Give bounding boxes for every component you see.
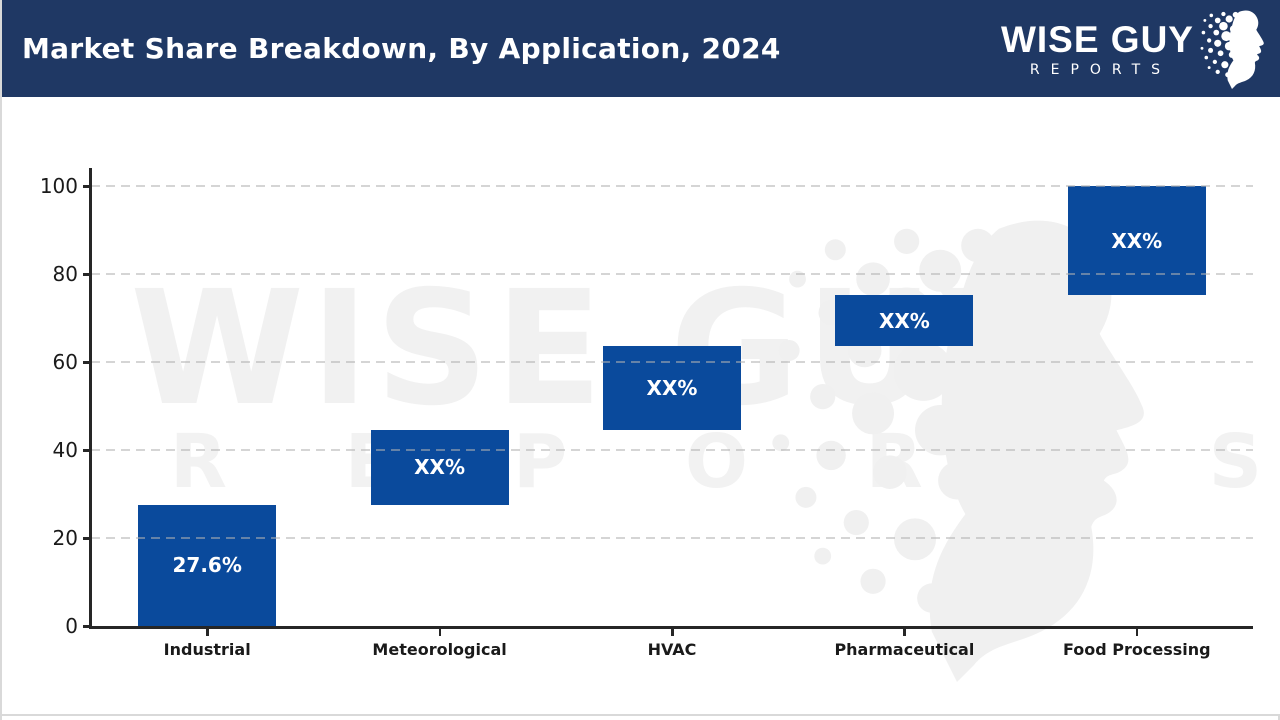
gridline-40 <box>91 449 1253 451</box>
x-category-label: Pharmaceutical <box>834 640 975 659</box>
x-tick-mark <box>1135 628 1139 636</box>
x-tick-mark <box>671 628 674 636</box>
x-category-label: Industrial <box>163 640 251 659</box>
watermark-text: WISE GUY <box>130 257 1061 441</box>
y-tick-label: 40 <box>52 438 78 462</box>
x-category-label: Meteorological <box>372 640 507 659</box>
y-tick-mark <box>83 449 91 452</box>
waterfall-chart: WISE GUY R E P O R T S 0 20 40 60 80 100 27.6%… <box>2 97 1280 716</box>
y-tick-label: 60 <box>52 350 78 374</box>
bar-value-label: XX% <box>414 455 466 480</box>
x-category-label: HVAC <box>647 640 697 659</box>
gridline-100 <box>91 185 1253 187</box>
bar-value-label: 27.6% <box>172 553 242 578</box>
bar-food-processing: XX% <box>1067 186 1206 296</box>
bar-hvac: XX% <box>603 346 741 430</box>
x-tick-mark <box>903 628 906 636</box>
logo-subtitle: REPORTS <box>1029 61 1172 78</box>
gridline-60 <box>91 361 1253 363</box>
x-tick-mark <box>206 628 209 636</box>
logo-wordmark: WISE GUY <box>1000 18 1194 60</box>
header-bar: Market Share Breakdown, By Application, … <box>2 0 1280 97</box>
y-tick-label: 20 <box>52 526 78 550</box>
bar-meteorological: XX% <box>370 429 509 505</box>
x-tick-mark <box>438 628 442 636</box>
head-dots-icon <box>1196 9 1268 89</box>
bar-value-label: XX% <box>878 308 930 333</box>
y-tick-mark <box>83 537 91 540</box>
bar-pharmaceutical: XX% <box>835 295 974 347</box>
gridline-80 <box>91 273 1253 275</box>
page-title: Market Share Breakdown, By Application, … <box>22 32 781 65</box>
x-axis-line <box>89 626 1253 629</box>
y-tick-mark <box>83 273 91 276</box>
bar-value-label: XX% <box>1111 228 1163 253</box>
x-category-label: Food Processing <box>1062 640 1211 659</box>
bar-industrial: 27.6% <box>138 504 277 626</box>
y-tick-mark <box>83 361 91 364</box>
y-axis-line <box>89 168 92 628</box>
bar-value-label: XX% <box>646 375 698 400</box>
y-tick-label: 0 <box>65 614 78 638</box>
y-tick-label: 100 <box>39 174 78 198</box>
gridline-20 <box>91 537 1253 539</box>
y-tick-mark <box>83 185 91 188</box>
y-tick-label: 80 <box>52 262 78 286</box>
wise-guy-logo: WISE GUY REPORTS <box>1001 9 1268 89</box>
logo-text: WISE GUY REPORTS <box>1001 21 1194 77</box>
y-tick-mark <box>83 625 91 628</box>
